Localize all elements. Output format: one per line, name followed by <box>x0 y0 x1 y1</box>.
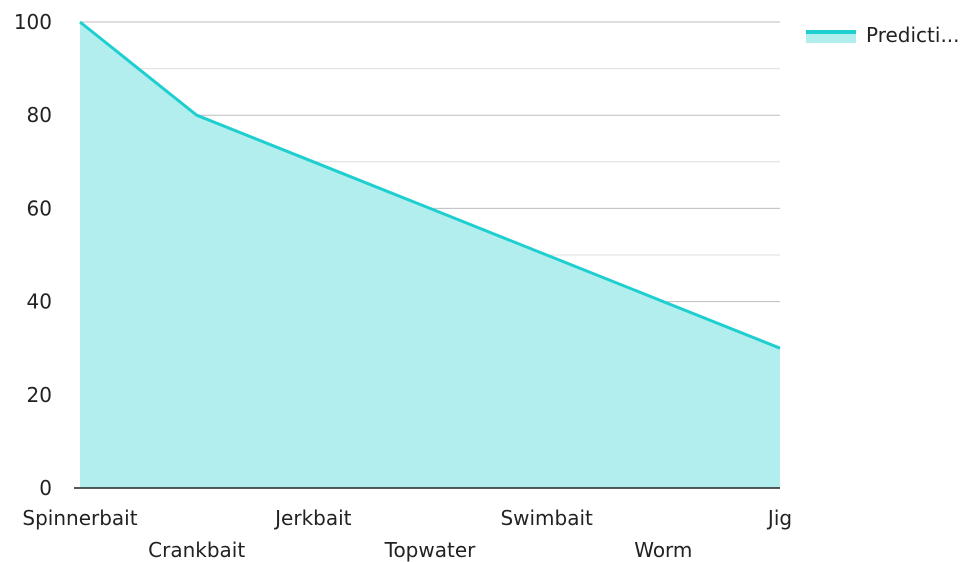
x-tick-label: Jig <box>766 506 792 530</box>
y-tick-label: 20 <box>27 383 52 407</box>
x-tick-label: Crankbait <box>148 538 245 562</box>
x-axis-tick-labels: Spinnerbait Crankbait Jerkbait Topwater Swim… <box>22 506 792 562</box>
x-tick-label: Topwater <box>384 538 477 562</box>
y-tick-label: 100 <box>14 10 52 34</box>
legend[interactable]: Predicti... <box>806 20 960 50</box>
y-tick-label: 60 <box>27 196 52 220</box>
legend-swatch-fill <box>806 31 856 43</box>
y-axis-tick-labels: 0 20 40 60 80 100 <box>14 10 52 500</box>
y-tick-label: 0 <box>39 476 52 500</box>
legend-swatch-line <box>806 30 856 34</box>
series-area-layer <box>79 20 781 488</box>
legend-label: Predicti... <box>866 23 960 47</box>
legend-swatch <box>806 27 856 43</box>
x-tick-label: Worm <box>634 538 692 562</box>
x-tick-label: Jerkbait <box>273 506 352 530</box>
y-tick-label: 40 <box>27 290 52 314</box>
y-tick-label: 80 <box>27 103 52 127</box>
x-tick-label: Spinnerbait <box>22 506 137 530</box>
series-line <box>79 20 781 350</box>
x-tick-label: Swimbait <box>500 506 593 530</box>
